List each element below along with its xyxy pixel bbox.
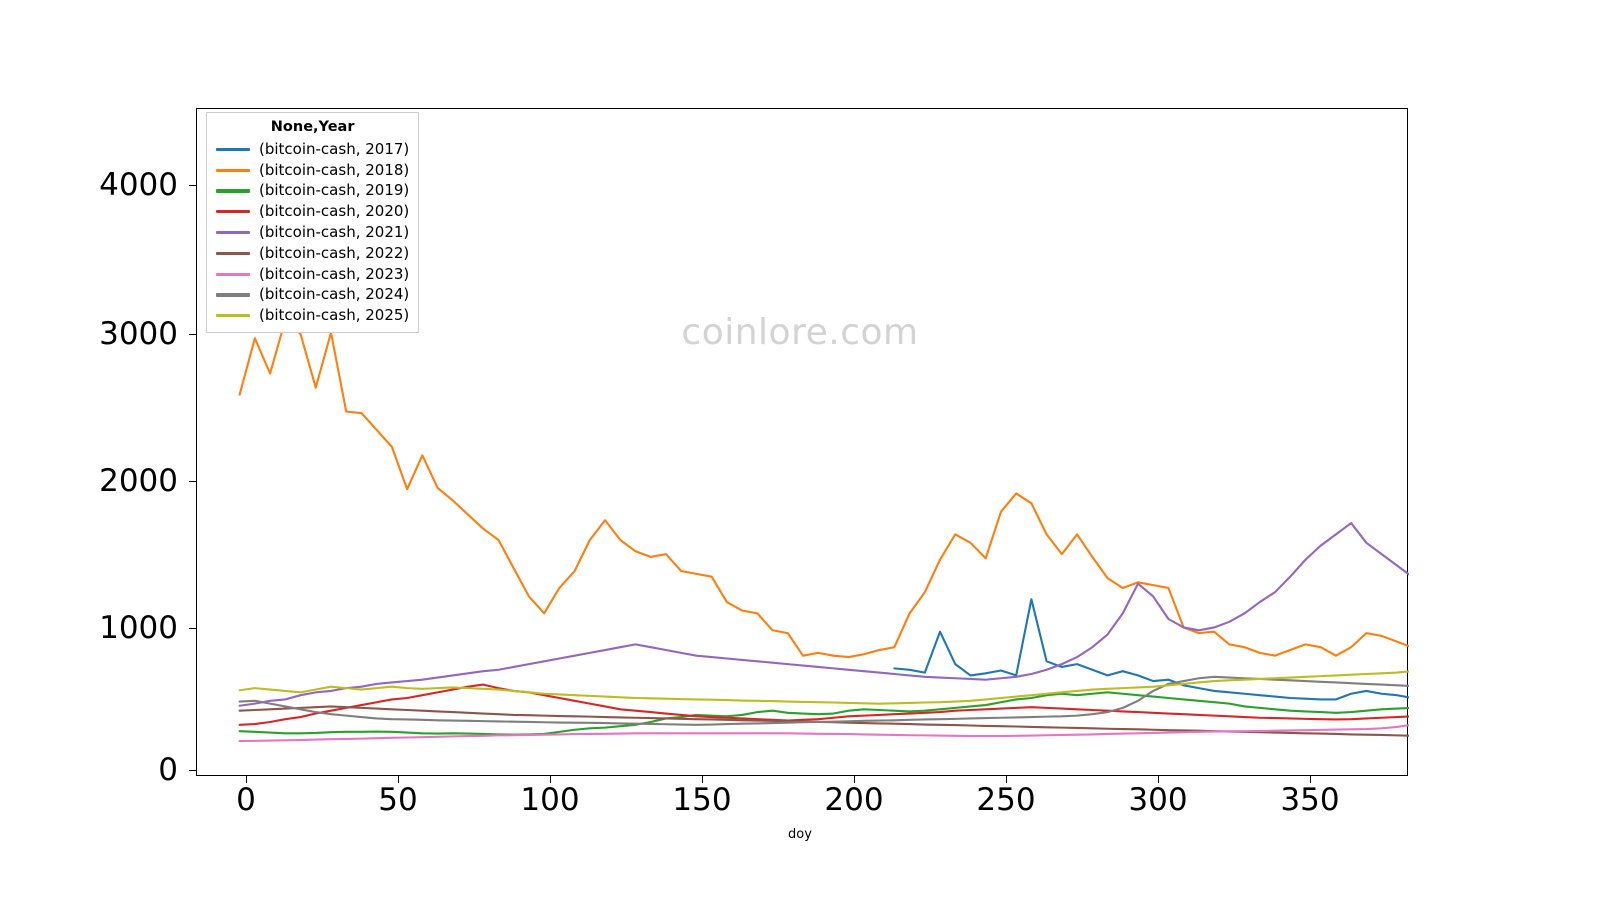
legend-item-label: (bitcoin-cash, 2023) bbox=[259, 264, 410, 283]
legend-color-swatch-icon bbox=[216, 314, 250, 318]
series-line--bitcoin-cash-2018- bbox=[238, 318, 1409, 659]
legend-color-swatch-icon bbox=[216, 272, 250, 276]
ytick-label-3000: 3000 bbox=[99, 316, 178, 352]
xtick-label-100: 100 bbox=[520, 782, 580, 818]
ytick-mark-0 bbox=[189, 770, 196, 772]
legend-item-label: (bitcoin-cash, 2024) bbox=[259, 285, 410, 304]
series-line--bitcoin-cash-2021- bbox=[238, 522, 1409, 707]
ytick-mark-2000 bbox=[189, 481, 196, 483]
ytick-label-2000: 2000 bbox=[99, 463, 178, 499]
series-line--bitcoin-cash-2017- bbox=[893, 598, 1409, 701]
series-line--bitcoin-cash-2024- bbox=[238, 675, 1409, 726]
xtick-label-150: 150 bbox=[672, 782, 732, 818]
legend-item-label: (bitcoin-cash, 2021) bbox=[259, 223, 410, 242]
legend-item--bitcoin-cash-2022-[interactable]: (bitcoin-cash, 2022) bbox=[216, 243, 409, 264]
xtick-mark-0 bbox=[246, 776, 248, 783]
xtick-label-200: 200 bbox=[824, 782, 884, 818]
legend-item--bitcoin-cash-2025-[interactable]: (bitcoin-cash, 2025) bbox=[216, 305, 409, 326]
series-line--bitcoin-cash-2020- bbox=[238, 683, 1409, 726]
series-line--bitcoin-cash-2023- bbox=[238, 724, 1409, 743]
series-line--bitcoin-cash-2019- bbox=[238, 691, 1409, 736]
series-line--bitcoin-cash-2022- bbox=[238, 705, 1409, 737]
xtick-label-0: 0 bbox=[236, 782, 256, 818]
legend-item-label: (bitcoin-cash, 2019) bbox=[259, 181, 410, 200]
xtick-label-300: 300 bbox=[1128, 782, 1188, 818]
xtick-mark-300 bbox=[1158, 776, 1160, 783]
legend-color-swatch-icon bbox=[216, 251, 250, 255]
ytick-label-4000: 4000 bbox=[99, 167, 178, 203]
legend[interactable]: None,Year (bitcoin-cash, 2017) (bitcoin-c… bbox=[206, 112, 420, 334]
legend-item--bitcoin-cash-2023-[interactable]: (bitcoin-cash, 2023) bbox=[216, 264, 409, 285]
series-line--bitcoin-cash-2025- bbox=[238, 670, 1409, 705]
ytick-mark-1000 bbox=[189, 628, 196, 630]
legend-item--bitcoin-cash-2018-[interactable]: (bitcoin-cash, 2018) bbox=[216, 160, 409, 181]
ytick-mark-3000 bbox=[189, 334, 196, 336]
xtick-mark-100 bbox=[550, 776, 552, 783]
ytick-mark-4000 bbox=[189, 185, 196, 187]
xtick-label-350: 350 bbox=[1280, 782, 1340, 818]
legend-rows: (bitcoin-cash, 2017) (bitcoin-cash, 2018)… bbox=[216, 139, 409, 326]
legend-item--bitcoin-cash-2024-[interactable]: (bitcoin-cash, 2024) bbox=[216, 285, 409, 306]
xtick-mark-350 bbox=[1310, 776, 1312, 783]
legend-item--bitcoin-cash-2017-[interactable]: (bitcoin-cash, 2017) bbox=[216, 139, 409, 160]
xtick-mark-50 bbox=[398, 776, 400, 783]
legend-color-swatch-icon bbox=[216, 189, 250, 193]
legend-item-label: (bitcoin-cash, 2022) bbox=[259, 243, 410, 262]
legend-item-label: (bitcoin-cash, 2017) bbox=[259, 139, 410, 158]
legend-color-swatch-icon bbox=[216, 210, 250, 214]
x-axis-title: doy bbox=[788, 827, 812, 842]
ytick-label-0: 0 bbox=[158, 752, 178, 788]
legend-color-swatch-icon bbox=[216, 231, 250, 235]
legend-title: None,Year bbox=[270, 119, 355, 135]
legend-color-swatch-icon bbox=[216, 168, 250, 172]
xtick-label-50: 50 bbox=[378, 782, 418, 818]
xtick-mark-200 bbox=[854, 776, 856, 783]
legend-item-label: (bitcoin-cash, 2020) bbox=[259, 202, 410, 221]
xtick-label-250: 250 bbox=[976, 782, 1036, 818]
legend-item-label: (bitcoin-cash, 2018) bbox=[259, 160, 410, 179]
legend-item-label: (bitcoin-cash, 2025) bbox=[259, 306, 410, 325]
legend-item--bitcoin-cash-2020-[interactable]: (bitcoin-cash, 2020) bbox=[216, 201, 409, 222]
legend-color-swatch-icon bbox=[216, 147, 250, 151]
series-canvas bbox=[238, 318, 1409, 743]
ytick-label-1000: 1000 bbox=[99, 610, 178, 646]
legend-item--bitcoin-cash-2021-[interactable]: (bitcoin-cash, 2021) bbox=[216, 222, 409, 243]
xtick-mark-150 bbox=[702, 776, 704, 783]
legend-item--bitcoin-cash-2019-[interactable]: (bitcoin-cash, 2019) bbox=[216, 181, 409, 202]
xtick-mark-250 bbox=[1006, 776, 1008, 783]
legend-color-swatch-icon bbox=[216, 293, 250, 297]
